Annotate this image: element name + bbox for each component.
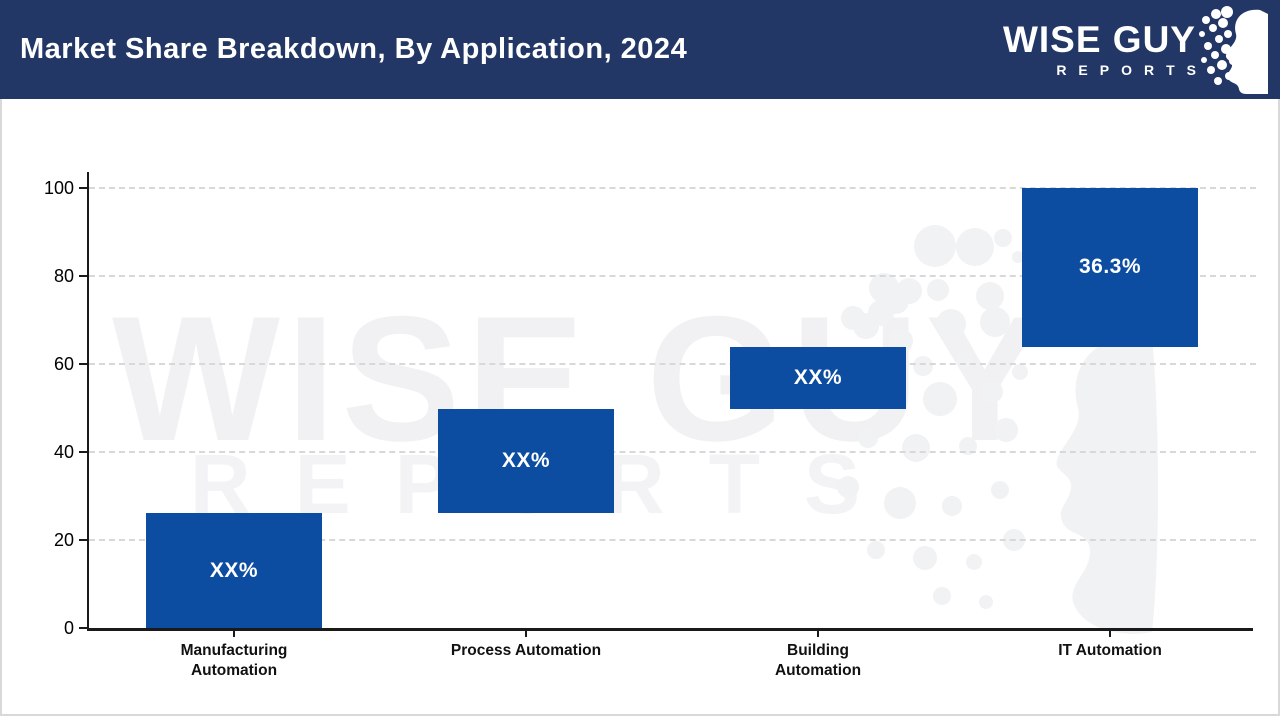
y-tick-label: 40 bbox=[53, 441, 74, 462]
grid-line bbox=[89, 186, 1256, 189]
x-category-label: Building Automation bbox=[774, 642, 862, 679]
y-tick-label: 0 bbox=[63, 618, 74, 638]
y-tick-label: 80 bbox=[53, 265, 74, 286]
x-axis-tick bbox=[233, 630, 235, 637]
x-category-label: Process Automation bbox=[450, 642, 602, 659]
bar-value-label: XX% bbox=[793, 366, 843, 390]
y-axis bbox=[87, 172, 89, 630]
y-tick-label: 20 bbox=[53, 529, 74, 550]
bar-value-label: 36.3% bbox=[1078, 255, 1142, 279]
bar-segment: XX% bbox=[730, 347, 906, 410]
y-tick-label: 100 bbox=[43, 177, 74, 198]
figure-border-right bbox=[1278, 99, 1280, 716]
x-axis-tick bbox=[1109, 630, 1111, 637]
grid-line bbox=[89, 362, 1256, 365]
bar-segment: XX% bbox=[146, 513, 322, 628]
x-category-label: Manufacturing Automation bbox=[180, 642, 288, 679]
x-category-label: IT Automation bbox=[1058, 642, 1162, 659]
grid-line bbox=[89, 538, 1256, 541]
figure-border-bottom bbox=[0, 714, 1280, 716]
y-axis-tick bbox=[79, 274, 87, 277]
y-axis-tick bbox=[79, 362, 87, 365]
bar-segment: 36.3% bbox=[1022, 187, 1198, 348]
grid-line bbox=[89, 450, 1256, 453]
grid-line bbox=[89, 274, 1256, 277]
logo-wordmark: WISE GUY bbox=[1002, 19, 1196, 60]
y-tick-label: 60 bbox=[53, 353, 74, 374]
logo-text: WISE GUY REPORTS bbox=[1002, 19, 1196, 79]
x-axis-tick bbox=[525, 630, 527, 637]
brand-logo: WISE GUY REPORTS bbox=[1003, 4, 1268, 96]
chart-title: Market Share Breakdown, By Application, … bbox=[20, 33, 688, 65]
logo-subtext: REPORTS bbox=[1056, 62, 1208, 78]
bar-value-label: XX% bbox=[501, 449, 551, 473]
x-axis bbox=[87, 628, 1253, 631]
bar-value-label: XX% bbox=[209, 558, 259, 582]
y-axis-tick bbox=[79, 538, 87, 541]
header: Market Share Breakdown, By Application, … bbox=[0, 0, 1280, 99]
y-axis-tick bbox=[79, 627, 87, 629]
y-axis-tick bbox=[79, 186, 87, 189]
bar-segment: XX% bbox=[438, 409, 614, 514]
logo-face-icon bbox=[1199, 6, 1268, 94]
x-axis-tick bbox=[817, 630, 819, 637]
y-axis-tick bbox=[79, 450, 87, 453]
figure-border-left bbox=[0, 99, 2, 716]
